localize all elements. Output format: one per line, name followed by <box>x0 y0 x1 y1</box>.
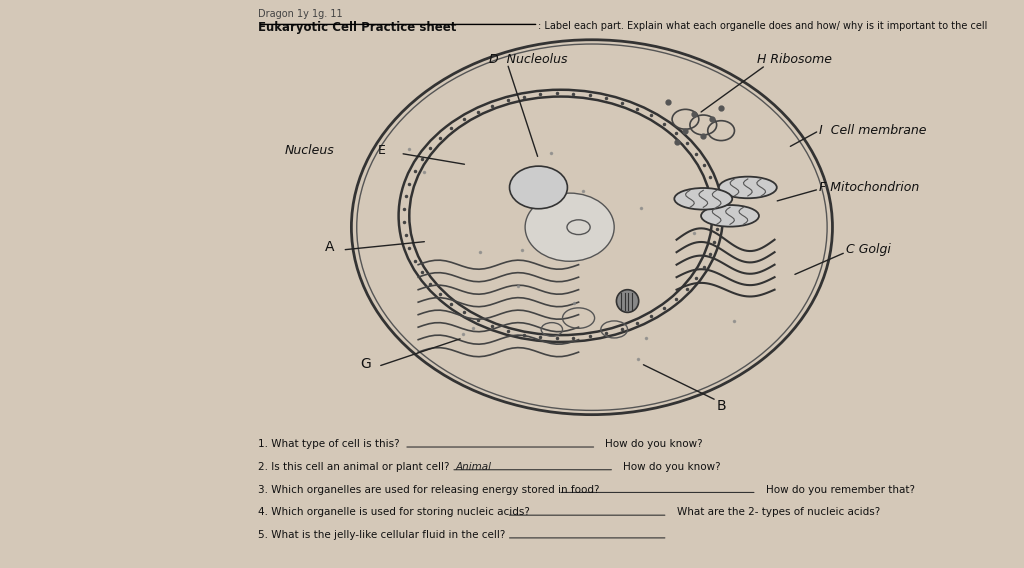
Text: 5. What is the jelly-like cellular fluid in the cell?: 5. What is the jelly-like cellular fluid… <box>258 530 505 540</box>
Text: I  Cell membrane: I Cell membrane <box>819 124 927 137</box>
Text: Animal: Animal <box>456 462 492 472</box>
Text: How do you know?: How do you know? <box>623 462 721 472</box>
Text: 4. Which organelle is used for storing nucleic acids?: 4. Which organelle is used for storing n… <box>258 507 529 517</box>
Text: B: B <box>717 399 726 413</box>
Text: D  Nucleolus: D Nucleolus <box>489 53 568 66</box>
Text: What are the 2- types of nucleic acids?: What are the 2- types of nucleic acids? <box>677 507 880 517</box>
Text: G: G <box>360 357 371 370</box>
Text: How do you remember that?: How do you remember that? <box>766 485 914 495</box>
Text: 1. What type of cell is this?: 1. What type of cell is this? <box>258 439 399 449</box>
Text: Dragon 1y 1g. 11: Dragon 1y 1g. 11 <box>258 9 342 19</box>
Text: C Golgi: C Golgi <box>846 244 891 256</box>
Ellipse shape <box>701 205 759 227</box>
Text: : Label each part. Explain what each organelle does and how/ why is it important: : Label each part. Explain what each org… <box>539 21 988 31</box>
Text: 3. Which organelles are used for releasing energy stored in food?: 3. Which organelles are used for releasi… <box>258 485 599 495</box>
Text: E: E <box>378 144 386 157</box>
Text: Eukaryotic Cell Practice sheet: Eukaryotic Cell Practice sheet <box>258 21 457 34</box>
Text: A: A <box>325 240 334 254</box>
Text: H Ribosome: H Ribosome <box>757 53 831 66</box>
Ellipse shape <box>616 290 639 312</box>
Text: 2. Is this cell an animal or plant cell?: 2. Is this cell an animal or plant cell? <box>258 462 450 472</box>
Ellipse shape <box>510 166 567 209</box>
Ellipse shape <box>719 177 777 198</box>
Ellipse shape <box>525 193 614 261</box>
Ellipse shape <box>675 188 732 210</box>
Text: F Mitochondrion: F Mitochondrion <box>819 181 920 194</box>
Text: Nucleus: Nucleus <box>285 144 334 157</box>
Text: How do you know?: How do you know? <box>605 439 702 449</box>
